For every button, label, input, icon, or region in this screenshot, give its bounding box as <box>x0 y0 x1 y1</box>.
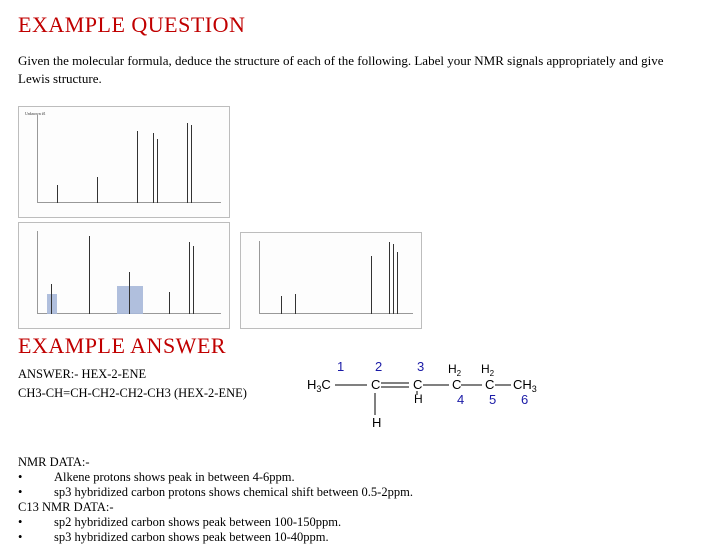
svg-text:C: C <box>413 377 422 392</box>
svg-text:H2: H2 <box>481 362 495 378</box>
nmr-data-block: NMR DATA:- •Alkene protons shows peak in… <box>18 455 687 545</box>
nmr-line-1: Alkene protons shows peak in between 4-6… <box>54 470 295 485</box>
spectrum-middle <box>18 222 230 329</box>
svg-text:C: C <box>485 377 494 392</box>
answer-heading: EXAMPLE ANSWER <box>18 333 687 359</box>
spectrum-top: Unknown #1 <box>18 106 230 218</box>
svg-text:C: C <box>452 377 461 392</box>
answer-text-block: ANSWER:- HEX-2-ENE CH3-CH=CH-CH2-CH2-CH3… <box>18 365 247 403</box>
svg-text:C: C <box>371 377 380 392</box>
nmr-header-2: C13 NMR DATA:- <box>18 500 687 515</box>
svg-text:2: 2 <box>375 359 382 374</box>
spectrum-right <box>240 232 422 329</box>
nmr-header-1: NMR DATA:- <box>18 455 687 470</box>
structure-svg: 1 2 3 4 5 6 H3C C C C C CH3 H2 H2 H H <box>277 359 547 437</box>
svg-text:4: 4 <box>457 392 464 407</box>
question-heading: EXAMPLE QUESTION <box>18 12 687 38</box>
bullet-icon: • <box>18 515 54 530</box>
bullet-icon: • <box>18 530 54 545</box>
svg-text:6: 6 <box>521 392 528 407</box>
nmr-line-2: sp3 hybridized carbon protons shows chem… <box>54 485 413 500</box>
svg-text:5: 5 <box>489 392 496 407</box>
lewis-structure: 1 2 3 4 5 6 H3C C C C C CH3 H2 H2 H H <box>277 359 547 441</box>
nmr-line-4: sp3 hybridized carbon shows peak between… <box>54 530 329 545</box>
svg-text:H2: H2 <box>448 362 462 378</box>
question-text: Given the molecular formula, deduce the … <box>18 52 687 88</box>
bullet-icon: • <box>18 485 54 500</box>
svg-text:H3C: H3C <box>307 377 331 394</box>
answer-name-line: ANSWER:- HEX-2-ENE <box>18 365 247 384</box>
svg-text:3: 3 <box>417 359 424 374</box>
svg-text:CH3: CH3 <box>513 377 537 394</box>
svg-text:H: H <box>372 415 381 430</box>
nmr-line-3: sp2 hybridized carbon shows peak between… <box>54 515 341 530</box>
spectra-container: Unknown #1 <box>18 106 687 329</box>
answer-formula-line: CH3-CH=CH-CH2-CH2-CH3 (HEX-2-ENE) <box>18 384 247 403</box>
svg-text:H: H <box>414 392 423 406</box>
bullet-icon: • <box>18 470 54 485</box>
svg-text:1: 1 <box>337 359 344 374</box>
